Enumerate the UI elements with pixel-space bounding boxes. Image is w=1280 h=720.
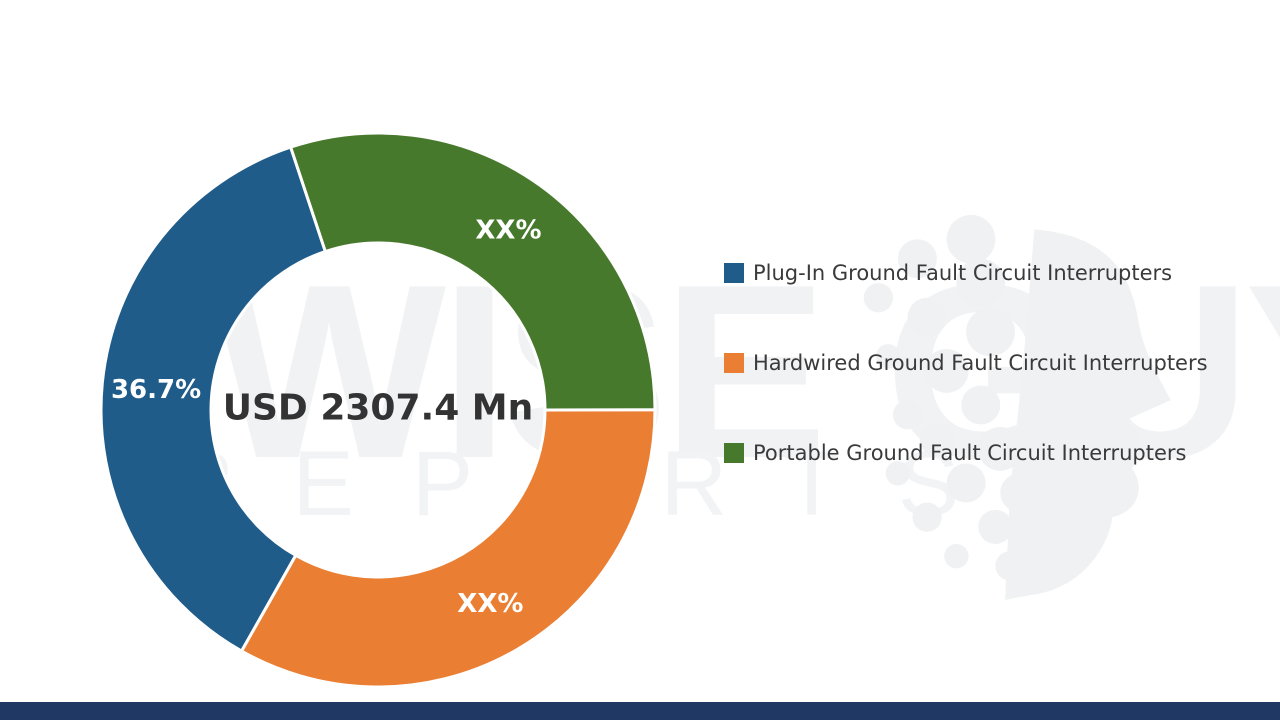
donut-slice [288, 131, 657, 412]
slice-percentage-label: 36.7% [111, 375, 201, 405]
legend-item-plug-in: Plug-In Ground Fault Circuit Interrupter… [724, 260, 1208, 286]
slice-percentage-label: XX% [475, 215, 541, 245]
legend-swatch-blue [724, 263, 744, 283]
slice-percentage-label: XX% [457, 589, 523, 619]
legend-label: Hardwired Ground Fault Circuit Interrupt… [753, 351, 1208, 375]
brand-logo: WISE GUY REPORTS [1022, 5, 1268, 93]
footer-bar [0, 702, 1280, 720]
donut-slice [99, 145, 328, 654]
legend-label: Portable Ground Fault Circuit Interrupte… [753, 441, 1187, 465]
chart-legend: Plug-In Ground Fault Circuit Interrupter… [724, 260, 1208, 530]
legend-swatch-orange [724, 353, 744, 373]
legend-item-portable: Portable Ground Fault Circuit Interrupte… [724, 440, 1208, 466]
donut-chart: 36.7% XX% XX% [99, 131, 657, 689]
brand-face-icon [1206, 11, 1268, 88]
page-title: Market Share Breakdown, By Type, 2024 [21, 28, 606, 68]
brand-reports-text: REPORTS [1044, 66, 1189, 81]
brand-wordmark: WISE GUY REPORTS [1022, 11, 1200, 81]
header-bar: Market Share Breakdown, By Type, 2024 WI… [0, 0, 1280, 97]
legend-swatch-green [724, 443, 744, 463]
donut-center-label: USD 2307.4 Mn [222, 387, 534, 429]
brand-name-text: WISE GUY [1021, 11, 1200, 61]
legend-item-hardwired: Hardwired Ground Fault Circuit Interrupt… [724, 350, 1208, 376]
legend-label: Plug-In Ground Fault Circuit Interrupter… [753, 261, 1173, 285]
donut-slice [239, 408, 657, 689]
